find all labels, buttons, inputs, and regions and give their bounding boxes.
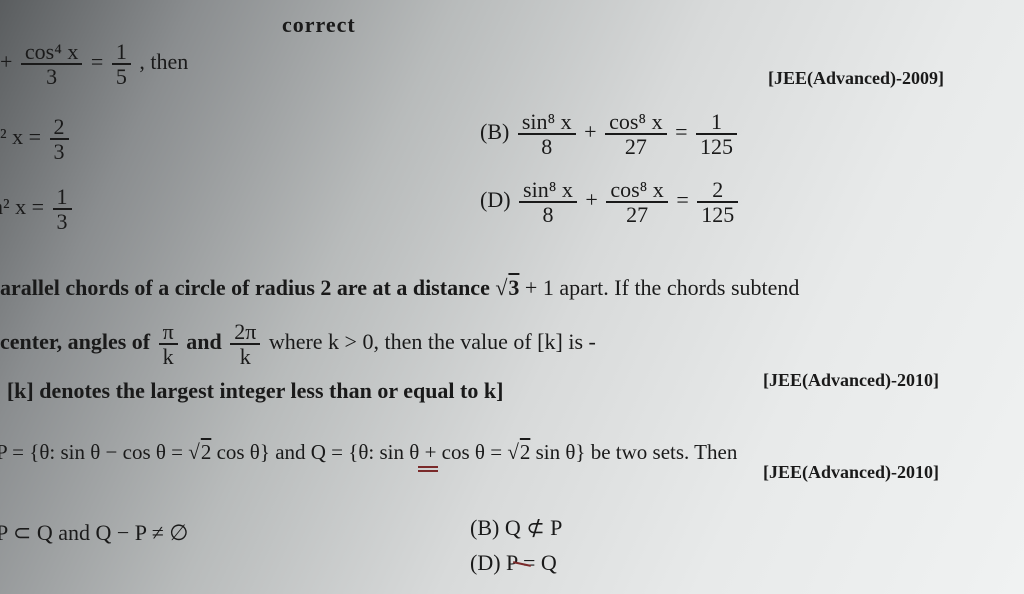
q2-line2: center, angles of π k and 2π k where k >… [0, 320, 596, 368]
q1-optD-f2-den: 27 [606, 203, 668, 226]
q2-f2-den: k [230, 345, 260, 368]
q3-option-b: (B) Q ⊄ P [470, 515, 562, 541]
q1-optD-f3-num: 2 [697, 178, 738, 203]
q1-frac1: cos⁴ x 3 [21, 40, 83, 88]
q1-frac2-num: 1 [112, 40, 131, 65]
q1-optB-f3-num: 1 [696, 110, 737, 135]
q1-optB-label: (B) [480, 119, 509, 144]
q1-tag: [JEE(Advanced)-2009] [768, 68, 944, 89]
q1-expression: + cos⁴ x 3 = 1 5 , then [0, 40, 188, 88]
q1-optC-num: 1 [53, 185, 72, 210]
q1-optB-f2: cos⁸ x 27 [605, 110, 667, 158]
radical-icon [507, 440, 519, 464]
q2-line1: arallel chords of a circle of radius 2 a… [0, 275, 799, 301]
q1-optA-lhs: ² x = [0, 124, 41, 149]
q2-f1-num: π [159, 320, 178, 345]
q1-prefix: + [0, 49, 12, 74]
radical-icon [495, 275, 507, 300]
q3-l1b: cos θ} and Q = {θ: sin θ + cos θ = [211, 440, 507, 464]
q1-optA-frac: 2 3 [50, 115, 69, 163]
q1-optD-f1: sin⁸ x 8 [519, 178, 577, 226]
q1-eq: = [91, 49, 103, 74]
q2-l2b: and [186, 329, 227, 354]
q3-line1: P = {θ: sin θ − cos θ = 2 cos θ} and Q =… [0, 440, 737, 465]
q1-optD-f1-den: 8 [519, 203, 577, 226]
q1-optD-eq: = [676, 187, 688, 212]
q1-option-a: ² x = 2 3 [0, 115, 72, 163]
q1-frac1-den: 3 [21, 65, 83, 88]
radical-icon [188, 440, 200, 464]
q2-l1b: + 1 apart. If the chords subtend [519, 275, 799, 300]
q2-line3: : [k] denotes the largest integer less t… [0, 378, 503, 404]
q2-f2: 2π k [230, 320, 260, 368]
q1-optD-f2-num: cos⁸ x [606, 178, 668, 203]
q2-tag: [JEE(Advanced)-2010] [763, 370, 939, 391]
q1-option-d: (D) sin⁸ x 8 + cos⁸ x 27 = 2 125 [480, 178, 741, 226]
q2-l2a: center, angles of [0, 329, 156, 354]
q1-optB-f1: sin⁸ x 8 [518, 110, 576, 158]
q1-optA-num: 2 [50, 115, 69, 140]
q1-frac2: 1 5 [112, 40, 131, 88]
q1-optB-f3: 1 125 [696, 110, 737, 158]
q1-optD-plus: + [585, 187, 597, 212]
q1-option-c: n² x = 1 3 [0, 185, 75, 233]
q1-optB-eq: = [675, 119, 687, 144]
q1-option-b: (B) sin⁸ x 8 + cos⁸ x 27 = 1 125 [480, 110, 740, 158]
q1-optC-lhs: n² x = [0, 194, 44, 219]
q1-optD-f2: cos⁸ x 27 [606, 178, 668, 226]
q1-then: , then [139, 49, 188, 74]
q1-optB-f3-den: 125 [696, 135, 737, 158]
q2-f1-den: k [159, 345, 178, 368]
q1-optB-f1-den: 8 [518, 135, 576, 158]
q1-optB-f2-den: 27 [605, 135, 667, 158]
header-fragment: correct [282, 12, 356, 38]
page-scan: correct + cos⁴ x 3 = 1 5 , then [JEE(Adv… [0, 20, 994, 574]
annotation-underline-2 [418, 470, 438, 472]
q3-l1a: P = {θ: sin θ − cos θ = [0, 440, 188, 464]
q2-l1-sqrt: 3 [507, 275, 519, 300]
q1-optD-f3: 2 125 [697, 178, 738, 226]
q3-sqrt2: 2 [519, 440, 531, 464]
q1-optA-den: 3 [50, 140, 69, 163]
annotation-underline-1 [418, 466, 438, 468]
q3-sqrt1: 2 [200, 440, 212, 464]
q1-optB-f1-num: sin⁸ x [518, 110, 576, 135]
q2-f2-num: 2π [230, 320, 260, 345]
q3-option-a: P ⊂ Q and Q − P ≠ ∅ [0, 520, 188, 546]
q1-frac1-num: cos⁴ x [21, 40, 83, 65]
q2-l1a: arallel chords of a circle of radius 2 a… [0, 275, 495, 300]
q1-optD-f3-den: 125 [697, 203, 738, 226]
q1-frac2-den: 5 [112, 65, 131, 88]
q2-f1: π k [159, 320, 178, 368]
q3-tag: [JEE(Advanced)-2010] [763, 462, 939, 483]
q1-optB-f2-num: cos⁸ x [605, 110, 667, 135]
q1-optC-frac: 1 3 [53, 185, 72, 233]
q1-optC-den: 3 [53, 210, 72, 233]
q3-l1c: sin θ} be two sets. Then [530, 440, 737, 464]
q1-optD-f1-num: sin⁸ x [519, 178, 577, 203]
q2-l2c: where k > 0, then the value of [k] is - [269, 329, 596, 354]
q1-optD-label: (D) [480, 187, 511, 212]
q1-optB-plus: + [584, 119, 596, 144]
